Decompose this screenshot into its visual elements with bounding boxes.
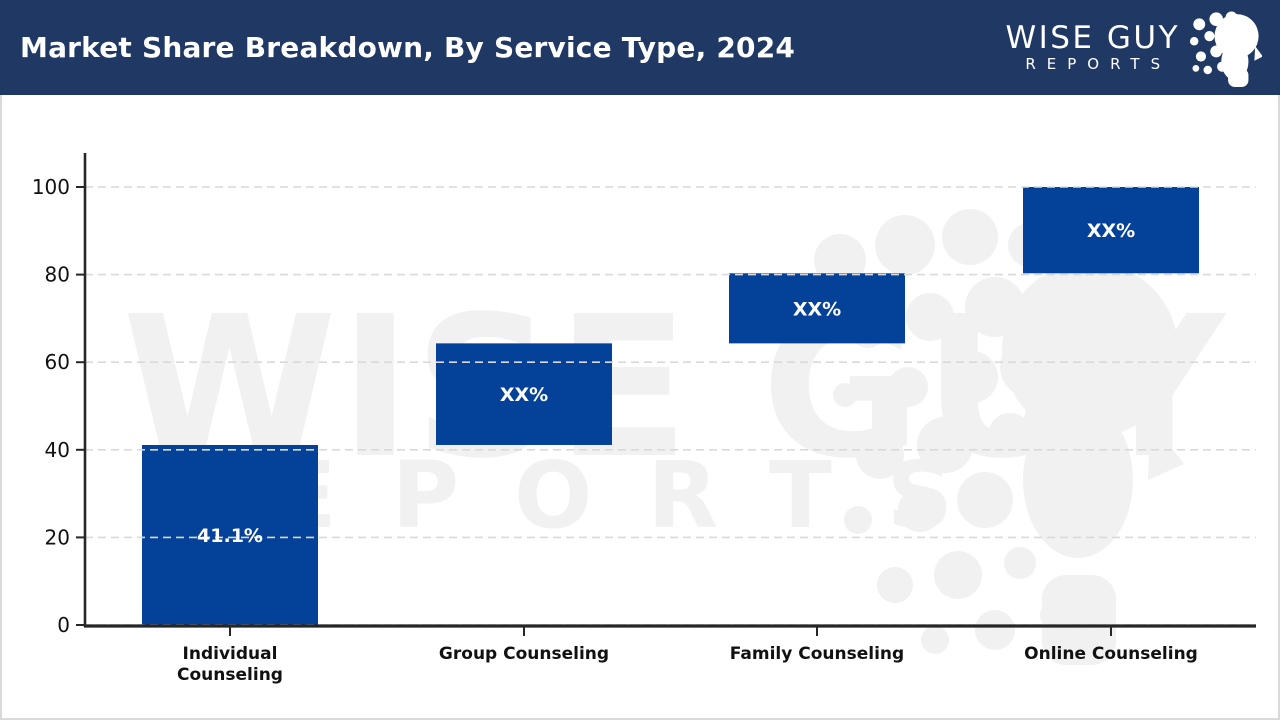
y-tick-label: 100 <box>32 175 70 199</box>
bar-individual-counseling <box>142 444 318 625</box>
y-tick-labels: 0 20 40 60 80 100 <box>32 175 85 637</box>
bar-online-counseling <box>1023 187 1199 274</box>
x-tick-label-online-counseling: Online Counseling <box>1024 644 1198 664</box>
watermark-face-icon <box>814 209 1184 665</box>
waterfall-chart: WISE GUYREPORTS020406080100IndividualCou… <box>32 153 1256 685</box>
bars-group <box>142 187 1199 625</box>
logo-head-icon <box>1189 11 1262 87</box>
header-bar: Market Share Breakdown, By Service Type,… <box>0 0 1280 95</box>
y-tick-label: 20 <box>45 525 70 549</box>
y-tick-label: 40 <box>45 438 70 462</box>
bar-group-counseling <box>436 343 612 445</box>
chart-area: WISE GUY REPORTS 0 20 40 60 80 100 Individual Cou… <box>0 95 1280 720</box>
bar-value-label: XX% <box>500 384 548 406</box>
wiseguy-logo: WISE GUY REPORTS <box>1005 7 1262 89</box>
logo-line1: WISE GUY <box>1005 19 1180 56</box>
x-tick-label-family-counseling: Family Counseling <box>730 644 904 664</box>
logo-line2: REPORTS <box>1025 55 1172 74</box>
bar-labels: 41.1% XX% XX% XX% <box>197 220 1135 547</box>
bar-value-label: XX% <box>793 298 841 320</box>
x-tick-label-group-counseling: Group Counseling <box>439 644 609 664</box>
x-tick-label-individual-counseling: Individual <box>183 644 278 664</box>
x-tick-label-individual-counseling: Counseling <box>177 665 283 685</box>
chart-title: Market Share Breakdown, By Service Type,… <box>20 31 796 64</box>
y-tick-label: 0 <box>57 613 70 637</box>
logo-wordmark: WISE GUY REPORTS <box>1005 22 1180 74</box>
y-tick-label: 60 <box>45 350 70 374</box>
y-tick-label: 80 <box>45 263 70 287</box>
bar-value-label: XX% <box>1087 220 1135 242</box>
bar-family-counseling <box>729 273 905 344</box>
bar-value-label: 41.1% <box>197 525 263 547</box>
